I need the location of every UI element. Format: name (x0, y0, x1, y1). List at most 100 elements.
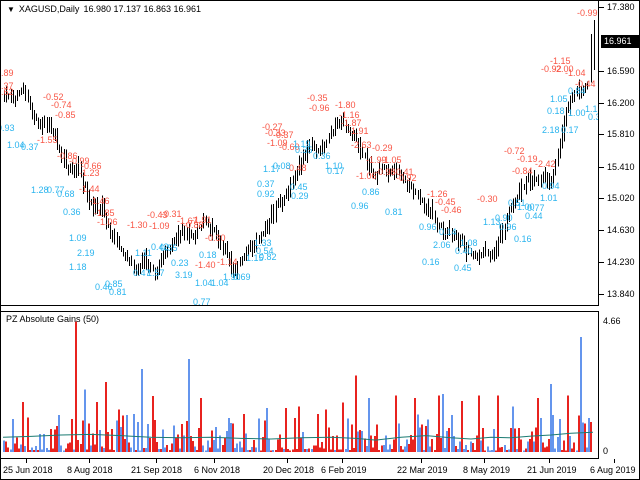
histogram-bar (523, 450, 525, 452)
loss-annotation: -0.98 (375, 167, 396, 177)
loss-annotation: -1.85 (94, 208, 115, 218)
chart-title: ▼ XAGUSD,Daily 16.980 17.137 16.863 16.9… (7, 4, 201, 15)
histogram-bar (245, 433, 247, 452)
gain-annotation: 0.68 (57, 189, 75, 199)
loss-annotation: -1.09 (267, 138, 288, 148)
time-tick-label: 21 Sep 2018 (131, 465, 183, 475)
histogram-bar (156, 442, 158, 452)
indicator-canvas[interactable] (1, 312, 598, 456)
gain-annotation: 3.19 (175, 270, 193, 280)
histogram-bar (188, 359, 190, 452)
loss-annotation: -1.15 (550, 56, 571, 66)
histogram-bar (194, 446, 196, 452)
histogram-bar (573, 442, 575, 452)
histogram-bar (514, 428, 516, 452)
histogram-bar (393, 439, 395, 452)
histogram-bar (440, 438, 442, 452)
gain-annotation: 0.16 (514, 234, 532, 244)
histogram-bar (58, 415, 60, 452)
gain-annotation: 1.19 (293, 139, 311, 149)
histogram-bar (128, 442, 130, 452)
histogram-bar (414, 398, 416, 452)
loss-annotation: -0.29 (372, 143, 393, 153)
loss-annotation: -1.99 (366, 155, 387, 165)
histogram-bar (133, 414, 135, 452)
histogram-bar (372, 447, 374, 452)
histogram-bar (508, 449, 510, 452)
histogram-bar (518, 428, 520, 452)
histogram-bar (73, 449, 75, 452)
histogram-bar (12, 418, 14, 452)
histogram-bar (190, 435, 192, 452)
histogram-bar (438, 395, 440, 452)
histogram-bar (69, 442, 71, 452)
gain-annotation: 1.17 (263, 164, 281, 174)
gain-annotation: 0.17 (327, 166, 345, 176)
time-tick-label: 6 Feb 2019 (321, 465, 367, 475)
histogram-bar (453, 435, 455, 452)
histogram-bar (474, 450, 476, 452)
dropdown-arrow-icon[interactable]: ▼ (7, 4, 15, 14)
price-tick-mark (599, 262, 604, 263)
histogram-bar (478, 395, 480, 452)
gain-annotation: 0.36 (313, 151, 331, 161)
gain-annotation: 0.69 (233, 272, 251, 282)
loss-annotation: -0.46 (441, 205, 462, 215)
histogram-bar (283, 448, 285, 452)
histogram-bar (149, 437, 151, 452)
gain-annotation: 1.33 (254, 238, 272, 248)
histogram-bar (408, 444, 410, 452)
histogram-bar (277, 439, 279, 452)
histogram-bar (370, 435, 372, 452)
histogram-bar (357, 431, 359, 452)
histogram-bar (487, 446, 489, 452)
histogram-bar (18, 448, 20, 452)
loss-annotation: -1.26 (427, 189, 448, 199)
gain-annotation: 1.10 (325, 161, 343, 171)
indicator-panel[interactable]: PZ Absolute Gains (50) (1, 311, 599, 459)
histogram-bar (5, 441, 7, 452)
histogram-bar (285, 408, 287, 452)
histogram-bar (7, 447, 9, 452)
histogram-bar (298, 406, 300, 452)
histogram-bar (482, 428, 484, 452)
histogram-bar (122, 415, 124, 452)
histogram-bar (14, 443, 16, 452)
histogram-bar (162, 429, 164, 452)
price-axis[interactable]: 16.961 4.66 0 17.380 16.590 16.200 15.810 15… (599, 1, 639, 459)
histogram-bar (319, 447, 321, 452)
histogram-bar (247, 450, 249, 452)
histogram-bar (552, 415, 554, 452)
loss-annotation: -0.33 (265, 128, 286, 138)
histogram-bar (139, 450, 141, 452)
price-tick-mark (599, 230, 604, 231)
gain-annotation: 0.35 (295, 145, 313, 155)
ohlc-values: 16.980 17.137 16.863 16.961 (83, 4, 202, 14)
time-axis[interactable]: 25 Jun 2018 8 Aug 2018 21 Sep 2018 6 Nov 20… (1, 459, 639, 479)
histogram-bar (404, 446, 406, 452)
histogram-bar (43, 433, 45, 452)
histogram-bar (258, 418, 260, 452)
histogram-bar (141, 369, 143, 452)
histogram-bar (448, 427, 450, 452)
gain-annotation: 0.40 (455, 246, 473, 256)
histogram-bar (3, 440, 5, 452)
histogram-bar (137, 422, 139, 452)
histogram-bar (130, 447, 132, 452)
loss-annotation: -0.72 (504, 146, 525, 156)
histogram-bar (395, 395, 397, 452)
histogram-bar (255, 447, 257, 452)
histogram-bar (111, 429, 113, 452)
histogram-bar (268, 439, 270, 452)
gain-annotation: 1.00 (517, 202, 535, 212)
histogram-bar (260, 450, 262, 452)
histogram-bar (96, 402, 98, 452)
price-chart-canvas[interactable]: -0.89-0.37-0.62-0.52-0.74-0.85-1.55-0.86… (1, 1, 598, 305)
histogram-bar (576, 450, 578, 452)
histogram-bar (272, 449, 274, 452)
histogram-bar (569, 435, 571, 452)
loss-annotation: -0.99 (69, 156, 90, 166)
loss-annotation: -1.80 (335, 100, 356, 110)
histogram-bar (31, 447, 33, 452)
main-price-panel[interactable]: -0.89-0.37-0.62-0.52-0.74-0.85-1.55-0.86… (1, 1, 599, 306)
